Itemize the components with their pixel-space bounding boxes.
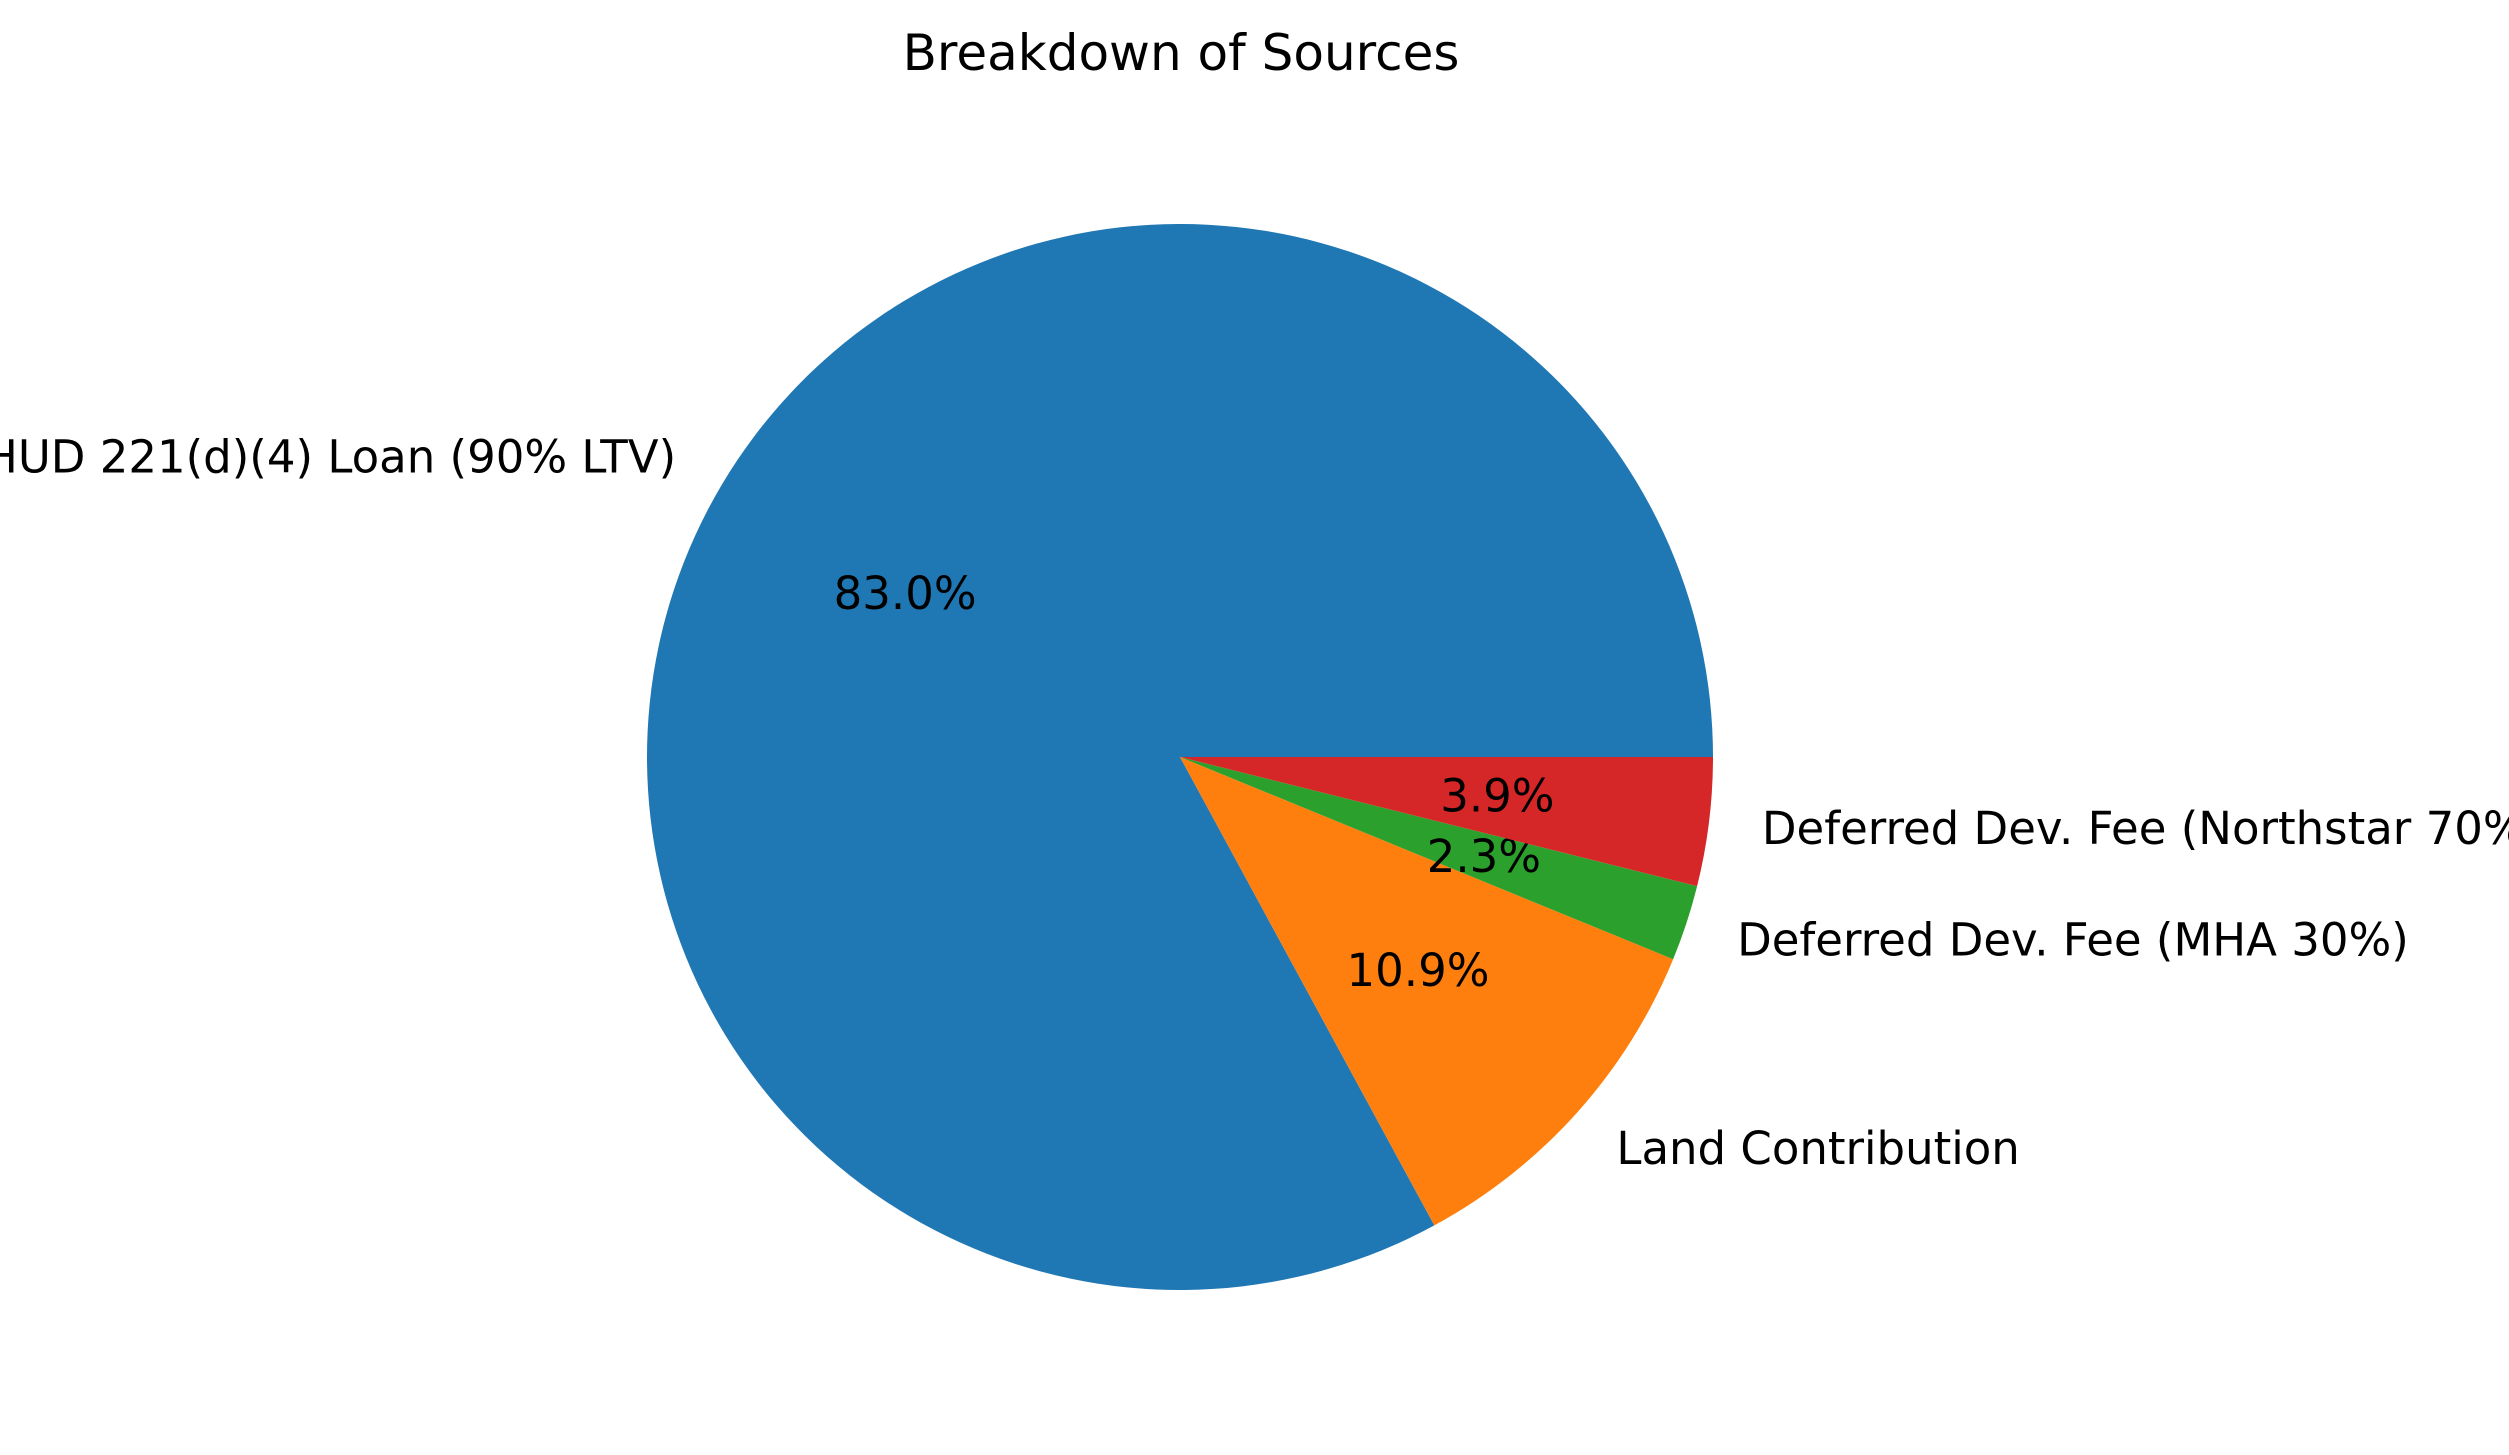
pie-slice-3: [1180, 757, 1713, 887]
category-label-2: Deferred Dev. Fee (MHA 30%): [1737, 913, 2409, 966]
pct-label-1: 10.9%: [1347, 944, 1490, 997]
pct-label-0: 83.0%: [834, 567, 977, 620]
category-label-3: Deferred Dev. Fee (Northstar 70%): [1762, 802, 2509, 855]
pie-slice-0: [646, 223, 1713, 1290]
pie-slice-2: [1180, 757, 1698, 960]
category-label-0: HUD 221(d)(4) Loan (90% LTV): [0, 431, 676, 484]
category-label-1: Land Contribution: [1616, 1122, 2019, 1175]
pct-label-3: 3.9%: [1440, 770, 1554, 823]
chart-title: Breakdown of Sources: [902, 24, 1460, 82]
pie-slice-1: [1180, 757, 1674, 1226]
